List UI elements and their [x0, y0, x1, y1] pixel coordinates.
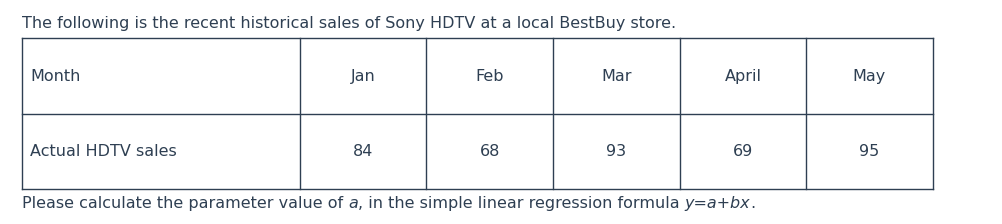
Text: Mar: Mar [600, 69, 631, 84]
Text: 95: 95 [859, 144, 879, 159]
Text: Feb: Feb [475, 69, 503, 84]
Text: .: . [749, 196, 755, 211]
Text: , in the simple linear regression formula: , in the simple linear regression formul… [358, 196, 684, 211]
Text: 93: 93 [605, 144, 626, 159]
Text: Month: Month [30, 69, 80, 84]
Text: April: April [723, 69, 761, 84]
Text: 68: 68 [479, 144, 499, 159]
Text: y=a+bx: y=a+bx [684, 196, 749, 211]
Text: 84: 84 [353, 144, 373, 159]
Text: Jan: Jan [351, 69, 375, 84]
Text: The following is the recent historical sales of Sony HDTV at a local BestBuy sto: The following is the recent historical s… [22, 16, 675, 31]
Text: Actual HDTV sales: Actual HDTV sales [30, 144, 176, 159]
Text: a: a [348, 196, 358, 211]
Text: Please calculate the parameter value of: Please calculate the parameter value of [22, 196, 348, 211]
Text: May: May [852, 69, 885, 84]
Text: 69: 69 [732, 144, 753, 159]
